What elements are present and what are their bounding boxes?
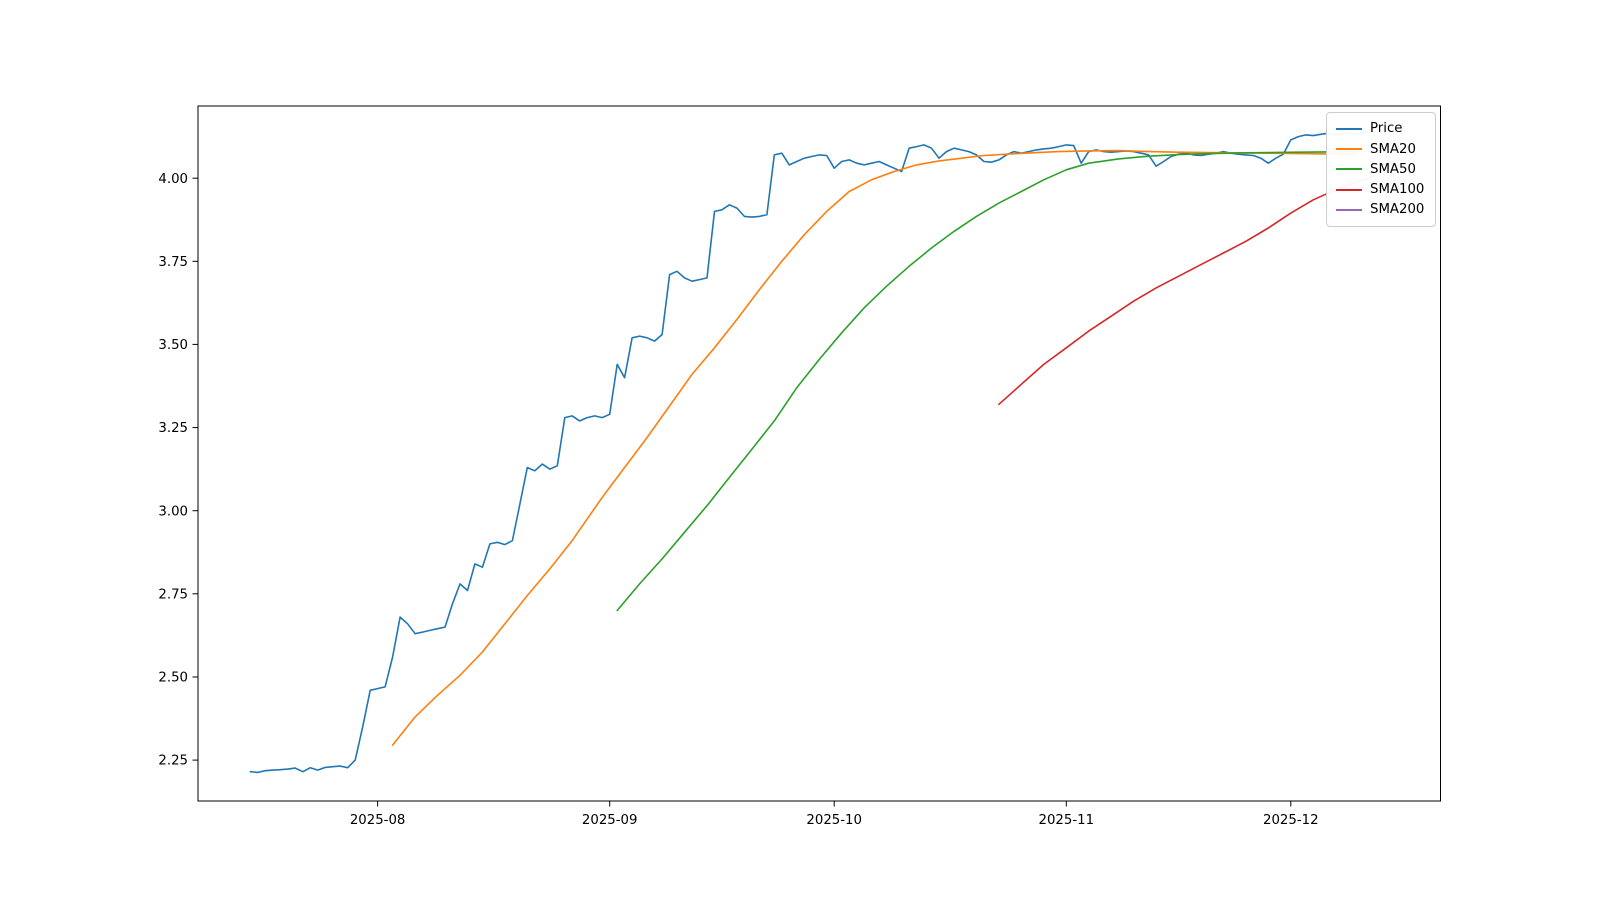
legend-line-sample-sma50 — [1336, 168, 1362, 171]
y-tick-label: 2.25 — [158, 754, 188, 769]
legend-label-sma100: SMA100 — [1370, 182, 1425, 197]
legend-line-sample-sma200 — [1336, 208, 1362, 211]
legend-line-sample-sma20 — [1336, 148, 1362, 151]
x-tick-label: 2025-11 — [1039, 813, 1095, 828]
series-sma50 — [616, 150, 1359, 612]
legend-label-price: Price — [1370, 121, 1403, 137]
legend-label-sma50: SMA50 — [1370, 161, 1416, 177]
legend-entry-sma20: SMA20 — [1336, 139, 1427, 159]
x-tick-label: 2025-10 — [806, 813, 862, 828]
legend-label-sma200: SMA200 — [1370, 202, 1425, 218]
legend: Price SMA20 SMA50 SMA100 SMA200 — [1326, 112, 1436, 227]
x-tick-label: 2025-09 — [582, 813, 638, 828]
legend-label-sma20: SMA20 — [1370, 141, 1416, 157]
x-tick-label: 2025-12 — [1263, 813, 1319, 828]
legend-entry-sma100: SMA100 — [1336, 180, 1427, 200]
legend-entry-sma200: SMA200 — [1336, 200, 1427, 220]
y-tick-label: 3.00 — [158, 504, 188, 519]
series-sma100 — [998, 175, 1374, 406]
y-tick-label: 3.50 — [158, 338, 188, 353]
series-sma20 — [391, 149, 1359, 746]
x-tick-label: 2025-08 — [350, 813, 406, 828]
legend-entry-sma50: SMA50 — [1336, 159, 1427, 179]
y-tick-label: 2.75 — [158, 587, 188, 602]
axes-frame — [197, 105, 1441, 802]
y-tick-label: 2.50 — [158, 671, 188, 686]
legend-line-sample-price — [1336, 128, 1362, 131]
legend-line-sample-sma100 — [1336, 188, 1362, 191]
legend-entry-price: Price — [1336, 119, 1427, 139]
y-tick-label: 3.75 — [158, 255, 188, 270]
series-price — [249, 130, 1374, 774]
y-tick-label: 4.00 — [158, 172, 188, 187]
y-tick-label: 3.25 — [158, 421, 188, 436]
